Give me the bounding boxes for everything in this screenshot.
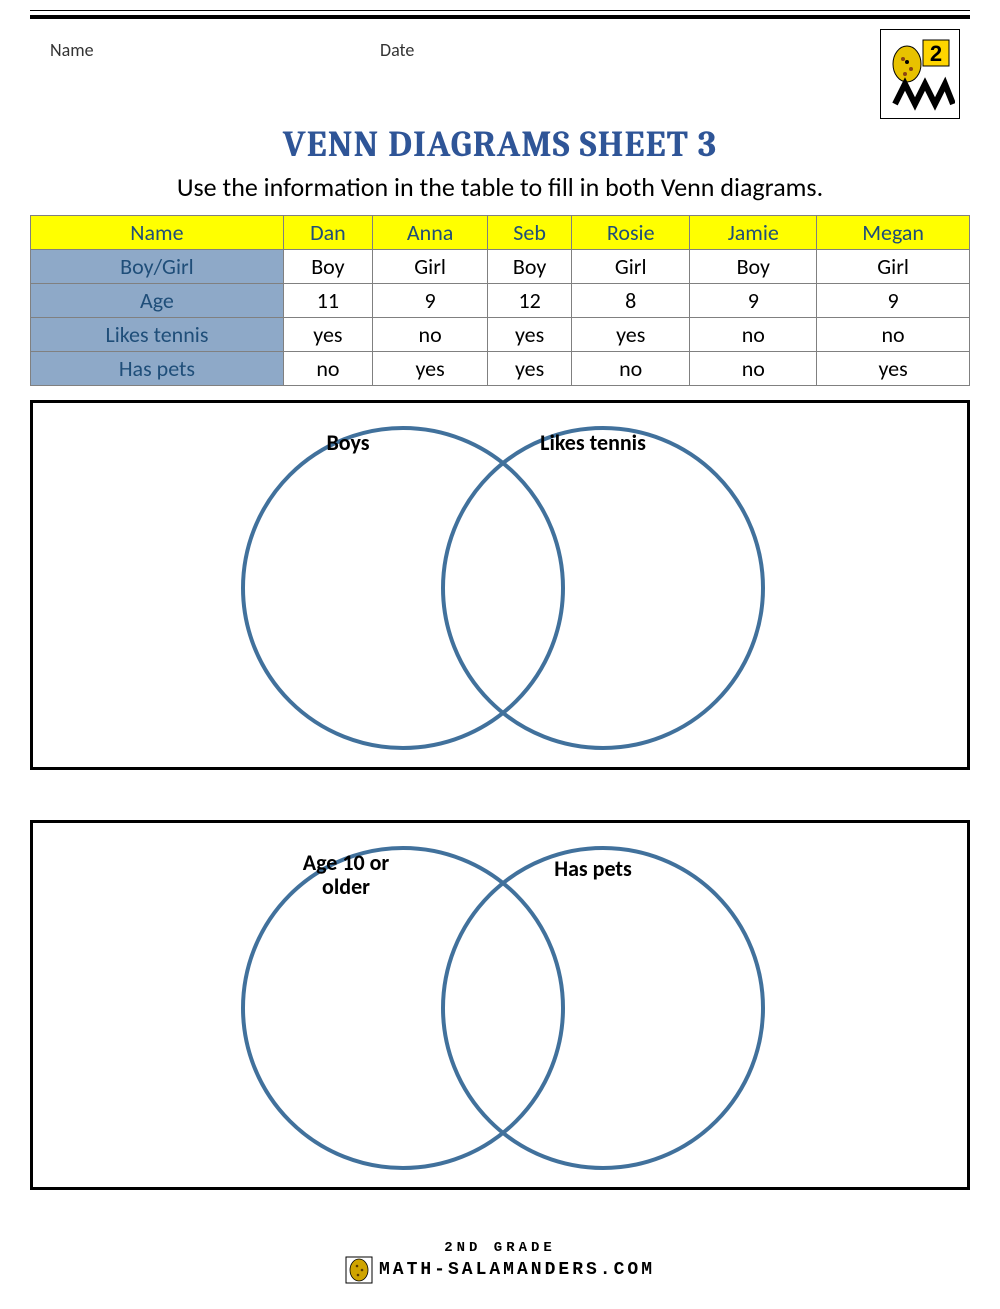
- table-cell: 9: [372, 284, 487, 318]
- row-header: Boy/Girl: [31, 250, 284, 284]
- venn2-right-label: Has pets: [533, 857, 653, 881]
- table-cell: no: [571, 352, 689, 386]
- table-header-row: Name Dan Anna Seb Rosie Jamie Megan: [31, 216, 970, 250]
- col-header: Anna: [372, 216, 487, 250]
- table-cell: Boy: [690, 250, 817, 284]
- venn-svg-2: [33, 823, 967, 1187]
- footer: 2ND GRADE MATH-SALAMANDERS.COM: [30, 1240, 970, 1289]
- grade-logo: 2: [880, 29, 960, 119]
- row-header: Has pets: [31, 352, 284, 386]
- top-rule-thick: [30, 15, 970, 19]
- date-label: Date: [380, 39, 414, 61]
- table-cell: Boy: [488, 250, 572, 284]
- table-cell: no: [283, 352, 372, 386]
- page-subtitle: Use the information in the table to fill…: [30, 171, 970, 203]
- table-row: Likes tennis yes no yes yes no no: [31, 318, 970, 352]
- col-header: Rosie: [571, 216, 689, 250]
- row-header: Likes tennis: [31, 318, 284, 352]
- table-row: Boy/Girl Boy Girl Boy Girl Boy Girl: [31, 250, 970, 284]
- venn2-left-label: Age 10 or older: [281, 851, 411, 899]
- salamander-logo-icon: 2: [885, 34, 955, 114]
- table-row: Has pets no yes yes no no yes: [31, 352, 970, 386]
- table-cell: no: [690, 352, 817, 386]
- table-cell: 12: [488, 284, 572, 318]
- svg-text:2: 2: [930, 41, 942, 66]
- venn-diagram-1: Boys Likes tennis: [30, 400, 970, 770]
- table-cell: Girl: [372, 250, 487, 284]
- venn1-right-label: Likes tennis: [523, 431, 663, 455]
- table-cell: no: [690, 318, 817, 352]
- venn-diagram-2: Age 10 or older Has pets: [30, 820, 970, 1190]
- row-header: Age: [31, 284, 284, 318]
- name-label: Name: [50, 39, 94, 61]
- footer-salamander-icon: [345, 1256, 373, 1284]
- footer-site: MATH-SALAMANDERS.COM: [345, 1256, 655, 1284]
- table-cell: yes: [571, 318, 689, 352]
- col-header: Jamie: [690, 216, 817, 250]
- table-cell: Boy: [283, 250, 372, 284]
- header-row: Name Date 2: [30, 29, 970, 119]
- footer-site-text: MATH-SALAMANDERS.COM: [379, 1260, 655, 1280]
- table-cell: yes: [372, 352, 487, 386]
- col-header: Seb: [488, 216, 572, 250]
- venn1-left-label: Boys: [308, 431, 388, 455]
- table-cell: 8: [571, 284, 689, 318]
- table-cell: yes: [283, 318, 372, 352]
- venn1-right-circle: [443, 428, 763, 748]
- table-cell: yes: [817, 352, 970, 386]
- table-cell: no: [372, 318, 487, 352]
- table-cell: 9: [817, 284, 970, 318]
- table-cell: no: [817, 318, 970, 352]
- table-row: Age 11 9 12 8 9 9: [31, 284, 970, 318]
- venn2-right-circle: [443, 848, 763, 1168]
- table-cell: Girl: [817, 250, 970, 284]
- col-header: Name: [31, 216, 284, 250]
- worksheet-page: Name Date 2 VENN DIAGRAMS SHEET 3 Use th…: [0, 0, 1000, 1309]
- table-cell: 9: [690, 284, 817, 318]
- col-header: Megan: [817, 216, 970, 250]
- table-cell: yes: [488, 352, 572, 386]
- table-cell: yes: [488, 318, 572, 352]
- col-header: Dan: [283, 216, 372, 250]
- venn1-left-circle: [243, 428, 563, 748]
- page-title: VENN DIAGRAMS SHEET 3: [30, 124, 970, 165]
- footer-grade: 2ND GRADE: [30, 1240, 970, 1256]
- venn-svg-1: [33, 403, 967, 767]
- top-rule-thin: [30, 10, 970, 11]
- table-cell: 11: [283, 284, 372, 318]
- data-table: Name Dan Anna Seb Rosie Jamie Megan Boy/…: [30, 215, 970, 386]
- table-cell: Girl: [571, 250, 689, 284]
